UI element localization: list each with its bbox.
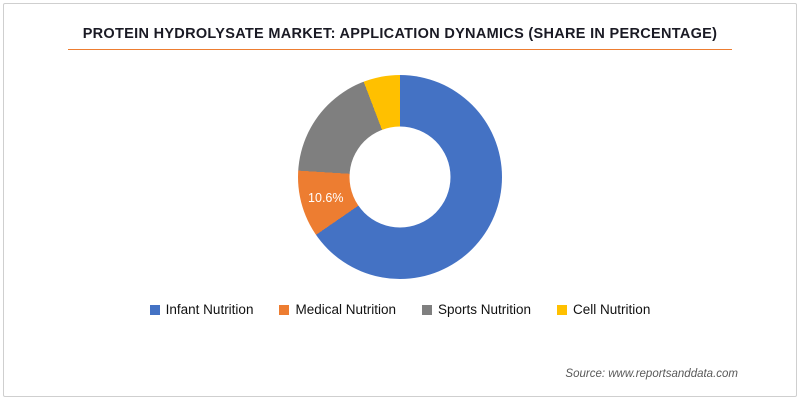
legend-item-infant-nutrition: Infant Nutrition	[149, 302, 254, 317]
legend-label: Infant Nutrition	[165, 302, 254, 317]
legend-swatch-icon	[279, 304, 290, 315]
legend-item-sports-nutrition: Sports Nutrition	[422, 302, 531, 317]
chart-card: PROTEIN HYDROLYSATE MARKET: APPLICATION …	[3, 3, 797, 397]
chart-legend: Infant Nutrition Medical Nutrition Sports …	[4, 302, 796, 317]
donut-chart: 10.6%	[298, 75, 502, 279]
page-title: PROTEIN HYDROLYSATE MARKET: APPLICATION …	[82, 26, 718, 42]
donut-hole	[349, 126, 451, 228]
legend-item-cell-nutrition: Cell Nutrition	[557, 302, 650, 317]
legend-swatch-icon	[557, 304, 568, 315]
title-underline	[68, 49, 732, 50]
legend-label: Cell Nutrition	[573, 302, 651, 317]
source-attribution: Source: www.reportsanddata.com	[565, 368, 738, 380]
legend-label: Sports Nutrition	[438, 302, 532, 317]
slice-data-label: 10.6%	[308, 190, 344, 205]
legend-swatch-icon	[149, 304, 160, 315]
chart-header: PROTEIN HYDROLYSATE MARKET: APPLICATION …	[4, 4, 796, 50]
legend-label: Medical Nutrition	[295, 302, 396, 317]
legend-swatch-icon	[422, 304, 432, 315]
legend-item-medical-nutrition: Medical Nutrition	[279, 302, 396, 317]
chart-area: 10.6%	[4, 58, 796, 296]
